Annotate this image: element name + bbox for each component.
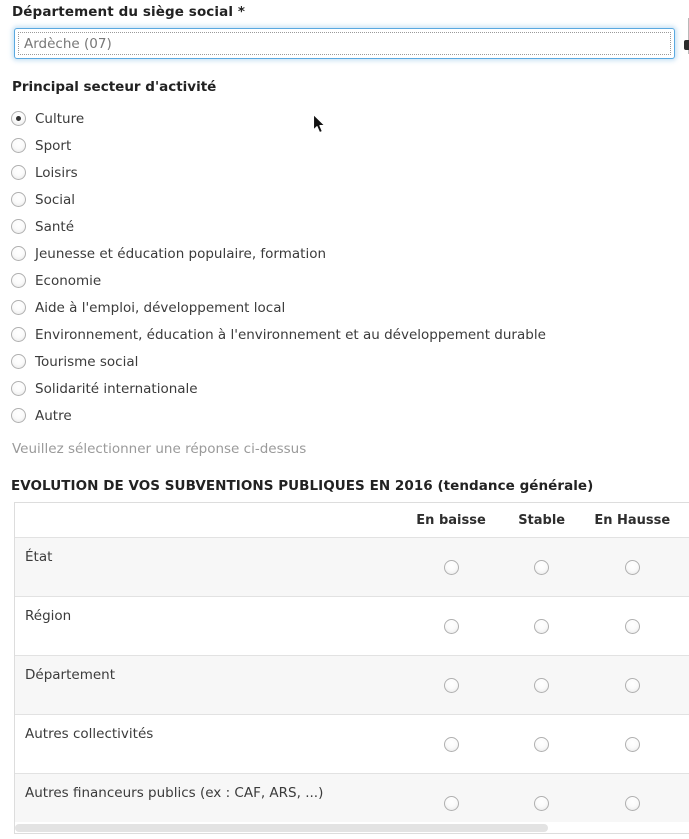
department-field-group: Département du siège social *: [0, 0, 689, 59]
sector-option-label: Social: [35, 191, 76, 208]
matrix-option-cell[interactable]: [496, 714, 587, 774]
sector-section: Principal secteur d'activité Culture Spor…: [0, 79, 689, 457]
sector-radio-5[interactable]: [11, 246, 26, 261]
sector-option-row[interactable]: Santé: [0, 213, 689, 240]
sector-option-label: Sport: [35, 137, 72, 154]
matrix-col-header: En Hausse: [586, 503, 678, 538]
sector-option-row[interactable]: Social: [0, 186, 689, 213]
sector-radio-8[interactable]: [11, 327, 26, 342]
matrix-option-cell[interactable]: [677, 714, 689, 774]
matrix-radio-r2-c1[interactable]: [534, 678, 550, 693]
sector-option-row[interactable]: Culture: [0, 105, 689, 132]
sector-option-label: Santé: [35, 218, 74, 235]
matrix-col-header: En baisse: [405, 503, 497, 538]
sector-option-label: Environnement, éducation à l'environneme…: [35, 326, 546, 343]
department-input-wrap: [14, 28, 675, 59]
matrix-radio-r2-c2[interactable]: [624, 678, 640, 693]
matrix-row-label: Autres collectivités: [15, 714, 406, 774]
matrix-row-label: État: [15, 537, 406, 597]
sector-option-row[interactable]: Economie: [0, 267, 689, 294]
sector-option-row[interactable]: Aide à l'emploi, développement local: [0, 294, 689, 321]
sector-hint-text: Veuillez sélectionner une réponse ci-des…: [12, 441, 307, 457]
sector-option-row[interactable]: Environnement, éducation à l'environneme…: [0, 321, 689, 348]
sector-radio-6[interactable]: [11, 273, 26, 288]
sector-option-label: Tourisme social: [35, 353, 139, 370]
matrix-col-header: Stable: [496, 503, 587, 538]
matrix-option-cell[interactable]: [677, 655, 689, 715]
sector-option-label: Solidarité internationale: [35, 380, 198, 397]
matrix-row: État: [15, 537, 689, 597]
matrix-radio-r3-c1[interactable]: [534, 737, 550, 752]
matrix-radio-r4-c2[interactable]: [624, 796, 640, 811]
matrix-option-cell[interactable]: [496, 596, 587, 656]
sector-heading: Principal secteur d'activité: [12, 79, 217, 95]
matrix-radio-r0-c2[interactable]: [624, 560, 640, 575]
sector-radio-4[interactable]: [11, 219, 26, 234]
matrix-row: Région: [15, 596, 689, 656]
sector-option-label: Loisirs: [35, 164, 78, 181]
matrix-option-cell[interactable]: [677, 537, 689, 597]
matrix-row-label: Département: [15, 655, 406, 715]
matrix-option-cell[interactable]: [586, 537, 678, 597]
matrix-option-cell[interactable]: [586, 596, 678, 656]
sector-radio-1[interactable]: [11, 138, 26, 153]
sector-option-row[interactable]: Loisirs: [0, 159, 689, 186]
sector-option-row[interactable]: Jeunesse et éducation populaire, formati…: [0, 240, 689, 267]
matrix-radio-r1-c1[interactable]: [534, 619, 550, 634]
sector-option-row[interactable]: Autre: [0, 402, 689, 429]
matrix-hscrollbar-track[interactable]: [15, 822, 689, 833]
matrix-radio-r2-c0[interactable]: [443, 678, 459, 693]
sector-radio-2[interactable]: [11, 165, 26, 180]
sector-option-row[interactable]: Solidarité internationale: [0, 375, 689, 402]
sector-option-row[interactable]: Tourisme social: [0, 348, 689, 375]
matrix-radio-r1-c2[interactable]: [624, 619, 640, 634]
matrix-row-label: Région: [15, 596, 406, 656]
sector-option-label: Jeunesse et éducation populaire, formati…: [35, 245, 327, 262]
sector-radio-7[interactable]: [11, 300, 26, 315]
sector-option-label: Aide à l'emploi, développement local: [35, 299, 286, 316]
matrix-radio-r1-c0[interactable]: [443, 619, 459, 634]
sector-radio-11[interactable]: [11, 408, 26, 423]
sector-radio-3[interactable]: [11, 192, 26, 207]
matrix-corner-cell: [15, 503, 406, 538]
matrix-radio-r0-c0[interactable]: [443, 560, 459, 575]
matrix-radio-r4-c0[interactable]: [443, 796, 459, 811]
sector-radio-9[interactable]: [11, 354, 26, 369]
matrix-option-cell[interactable]: [496, 655, 587, 715]
matrix-radio-r3-c2[interactable]: [624, 737, 640, 752]
matrix-option-cell[interactable]: [405, 596, 497, 656]
matrix-hscrollbar-thumb[interactable]: [15, 824, 548, 832]
matrix-option-cell[interactable]: [496, 537, 587, 597]
matrix-option-cell[interactable]: [586, 655, 678, 715]
matrix-row: Autres collectivités: [15, 714, 689, 774]
matrix-body: État Région Département Autres collectivité…: [15, 537, 689, 833]
sector-radio-group[interactable]: Culture Sport Loisirs Social Santé Jeunesse e…: [0, 105, 689, 429]
matrix-radio-r3-c0[interactable]: [443, 737, 459, 752]
department-field-label: Département du siège social *: [12, 4, 246, 20]
matrix-radio-r4-c1[interactable]: [534, 796, 550, 811]
matrix-option-cell[interactable]: [586, 714, 678, 774]
sector-radio-0[interactable]: [11, 111, 26, 126]
sector-option-label: Economie: [35, 272, 102, 289]
sector-option-row[interactable]: Sport: [0, 132, 689, 159]
sector-radio-10[interactable]: [11, 381, 26, 396]
sector-option-label: Culture: [35, 110, 85, 127]
matrix-option-cell[interactable]: [405, 655, 497, 715]
sector-option-label: Autre: [35, 407, 72, 424]
matrix-radio-r0-c1[interactable]: [534, 560, 550, 575]
matrix-option-cell[interactable]: [405, 714, 497, 774]
department-input[interactable]: [14, 28, 675, 59]
matrix-title: EVOLUTION DE VOS SUBVENTIONS PUBLIQUES E…: [11, 478, 594, 494]
edge-handle-icon[interactable]: [684, 40, 689, 50]
matrix-row: Département: [15, 655, 689, 715]
matrix-section: EVOLUTION DE VOS SUBVENTIONS PUBLIQUES E…: [0, 478, 689, 834]
matrix-option-cell[interactable]: [677, 596, 689, 656]
matrix-option-cell[interactable]: [405, 537, 497, 597]
matrix-col-header: Ne sait pa: [677, 503, 689, 538]
